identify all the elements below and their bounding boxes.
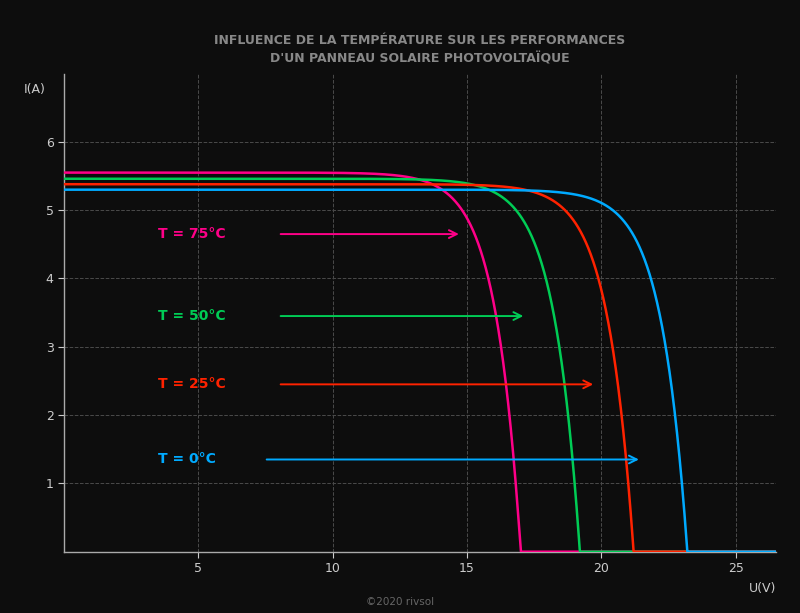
Text: T = 50°C: T = 50°C xyxy=(158,309,226,323)
Text: T = 0°C: T = 0°C xyxy=(158,452,216,466)
Title: INFLUENCE DE LA TEMPÉRATURE SUR LES PERFORMANCES
D'UN PANNEAU SOLAIRE PHOTOVOLTA: INFLUENCE DE LA TEMPÉRATURE SUR LES PERF… xyxy=(214,34,626,66)
Text: ©2020 rivsol: ©2020 rivsol xyxy=(366,597,434,607)
Text: U(V): U(V) xyxy=(749,582,776,595)
Text: T = 25°C: T = 25°C xyxy=(158,378,226,391)
Text: I(A): I(A) xyxy=(24,83,46,96)
Text: T = 75°C: T = 75°C xyxy=(158,227,226,241)
